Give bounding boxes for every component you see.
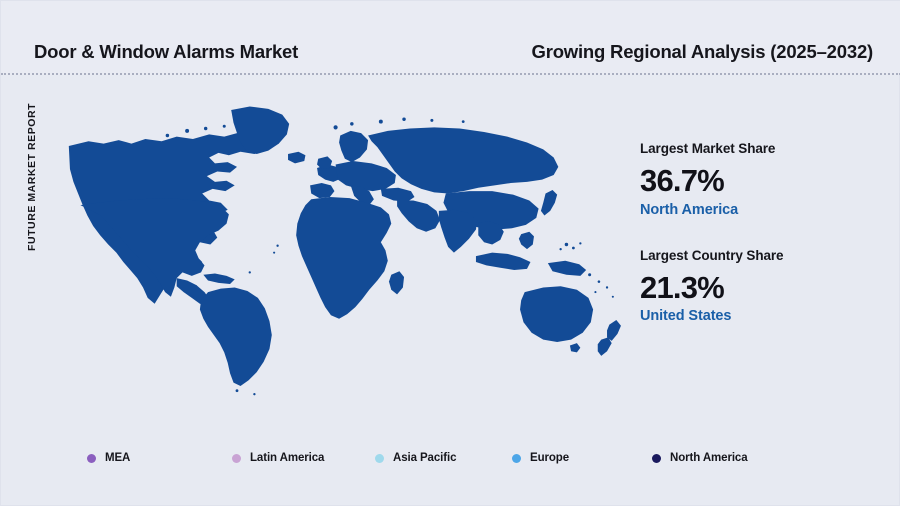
landmass-turkey xyxy=(380,187,415,202)
legend-dot-mea xyxy=(87,453,96,463)
page-title: Door & Window Alarms Market xyxy=(34,41,299,62)
map-legend: MEA Latin America Asia Pacific Europe No… xyxy=(87,448,827,468)
landmass-south-asia xyxy=(438,209,478,253)
landmass-italy-balkans xyxy=(350,185,374,206)
stat-block-market-share: Largest Market Share 36.7% North America xyxy=(640,141,880,218)
landmass-scandinavia xyxy=(339,130,369,163)
landmass-south-america xyxy=(199,287,272,387)
landmass-greenland xyxy=(231,106,290,155)
map-landmasses xyxy=(68,106,621,396)
legend-item-north-america: North America xyxy=(652,448,748,468)
stat-label-market-share: Largest Market Share xyxy=(640,141,776,156)
landmass-japan xyxy=(540,190,558,216)
legend-item-mea: MEA xyxy=(87,448,130,468)
stat-value-country-share: 21.3% xyxy=(640,269,725,305)
landmass-africa xyxy=(296,196,392,319)
landmass-iberia xyxy=(310,183,335,199)
landmass-usa-mexico xyxy=(80,198,229,297)
landmass-philippines xyxy=(518,231,534,250)
legend-item-asia-pacific: Asia Pacific xyxy=(375,448,456,468)
landmass-new-zealand xyxy=(607,319,621,341)
landmass-europe-central xyxy=(335,161,396,192)
page-subtitle: Growing Regional Analysis (2025–2032) xyxy=(531,41,874,62)
legend-dot-asia-pacific xyxy=(375,453,384,463)
legend-label-north-america: North America xyxy=(670,452,748,464)
world-map xyxy=(63,99,643,404)
stat-region-country-share: United States xyxy=(640,308,732,325)
stat-label-country-share: Largest Country Share xyxy=(640,247,784,263)
legend-dot-north-america xyxy=(652,453,661,463)
stat-region-market-share: North America xyxy=(640,201,739,218)
landmass-iceland xyxy=(288,151,306,164)
landmass-australia xyxy=(520,286,594,342)
landmass-new-zealand-south xyxy=(597,337,612,356)
header-bar: Door & Window Alarms Market Growing Regi… xyxy=(1,1,900,75)
legend-item-europe: Europe xyxy=(512,448,569,468)
landmass-british-isles xyxy=(317,156,333,170)
legend-dot-latin-america xyxy=(232,453,241,463)
legend-label-mea: MEA xyxy=(105,452,131,464)
landmass-new-guinea xyxy=(547,260,587,276)
landmass-madagascar xyxy=(388,271,405,295)
landmass-tasmania xyxy=(569,343,581,353)
world-map-svg xyxy=(63,100,643,403)
legend-label-asia-pacific: Asia Pacific xyxy=(393,452,457,464)
landmass-indonesia xyxy=(475,252,531,271)
map-islands xyxy=(165,117,614,396)
landmass-russia xyxy=(368,127,559,194)
legend-item-latin-america: Latin America xyxy=(232,448,324,468)
landmass-middle-east xyxy=(397,200,440,232)
legend-label-europe: Europe xyxy=(530,452,570,464)
legend-dot-europe xyxy=(512,453,521,463)
brand-vertical-label: FUTURE MARKET REPORT xyxy=(26,102,38,251)
legend-label-latin-america: Latin America xyxy=(250,452,325,464)
landmass-central-america xyxy=(176,278,211,307)
landmass-caribbean xyxy=(203,273,235,284)
stat-value-market-share: 36.7% xyxy=(640,163,725,198)
landmass-southeast-asia xyxy=(478,221,504,245)
stats-panel: Largest Market Share 36.7% North America… xyxy=(640,141,880,354)
stat-block-country-share: Largest Country Share 21.3% United State… xyxy=(640,248,880,325)
